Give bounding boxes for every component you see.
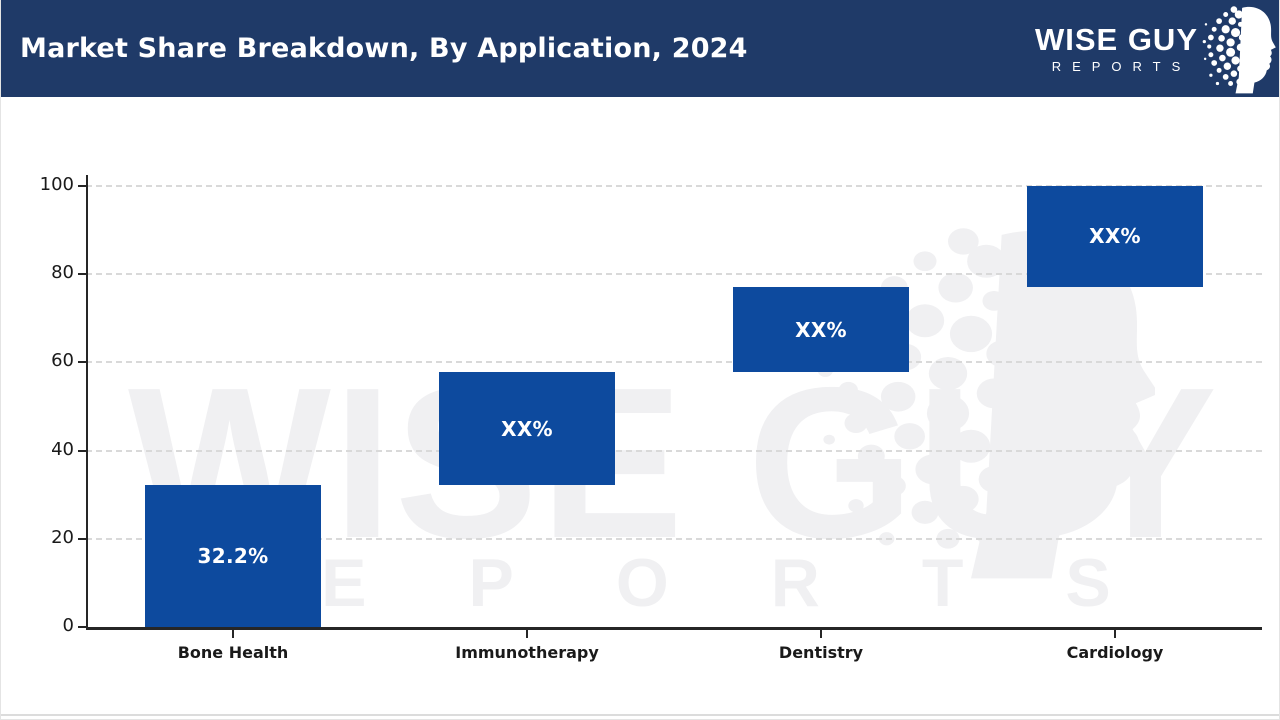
plot-area: 0 20 40 60 80 100 Bone Health Immunotherapy Dent… bbox=[0, 97, 1280, 720]
y-tick-label-60: 60 bbox=[51, 350, 74, 372]
y-tick-label-0: 0 bbox=[62, 615, 74, 636]
x-tick-2 bbox=[820, 629, 822, 638]
bottom-divider bbox=[0, 714, 1280, 716]
bar-value-label: 32.2% bbox=[197, 543, 269, 568]
bar-segment: XX% bbox=[439, 372, 615, 485]
watermark-reports-text: REPORTS bbox=[170, 545, 1213, 621]
gridline-60 bbox=[86, 361, 1262, 364]
bar-segment: 32.2% bbox=[145, 484, 321, 627]
y-axis bbox=[86, 175, 88, 630]
gridline-40 bbox=[86, 449, 1262, 452]
x-tick-3 bbox=[1114, 629, 1116, 638]
x-category-label: Bone Health bbox=[177, 643, 289, 662]
brand-subtitle: REPORTS bbox=[1051, 59, 1192, 74]
page-title: Market Share Breakdown, By Application, … bbox=[20, 33, 748, 64]
bar-segment: XX% bbox=[1027, 186, 1203, 287]
x-tick-0 bbox=[232, 629, 234, 638]
y-tick-label-100: 100 bbox=[39, 174, 74, 195]
bar-value-label: XX% bbox=[501, 416, 553, 441]
gridline-20 bbox=[86, 537, 1262, 540]
gridline-100 bbox=[86, 185, 1262, 187]
brand-name: WISE GUY bbox=[1034, 22, 1198, 57]
y-tick-label-40: 40 bbox=[51, 438, 74, 460]
x-tick-1 bbox=[526, 629, 528, 638]
gridline-80 bbox=[86, 273, 1262, 276]
y-tick-label-20: 20 bbox=[51, 526, 74, 548]
bar-segment: XX% bbox=[733, 286, 909, 373]
x-category-label: Dentistry bbox=[778, 643, 864, 662]
brand-logo: WISE GUY REPORTS bbox=[1035, 3, 1276, 95]
chart-area: WISE GUY REPORTS 0 20 40 60 80 100 Bone Health… bbox=[0, 97, 1280, 720]
y-tick-40 bbox=[78, 449, 86, 452]
x-axis bbox=[86, 627, 1262, 630]
y-tick-60 bbox=[78, 361, 86, 364]
brand-face-icon bbox=[1202, 5, 1276, 93]
x-category-label: Immunotherapy bbox=[455, 643, 599, 662]
y-tick-80 bbox=[78, 273, 86, 276]
bar-value-label: XX% bbox=[1089, 224, 1141, 249]
y-tick-label-80: 80 bbox=[51, 262, 74, 284]
brand-wordmark: WISE GUY REPORTS bbox=[1035, 24, 1198, 73]
y-tick-100 bbox=[78, 185, 86, 187]
x-category-label: Cardiology bbox=[1066, 643, 1164, 662]
bar-value-label: XX% bbox=[795, 317, 847, 342]
y-tick-0 bbox=[78, 626, 86, 628]
header: Market Share Breakdown, By Application, … bbox=[0, 0, 1280, 97]
y-tick-20 bbox=[78, 537, 86, 540]
